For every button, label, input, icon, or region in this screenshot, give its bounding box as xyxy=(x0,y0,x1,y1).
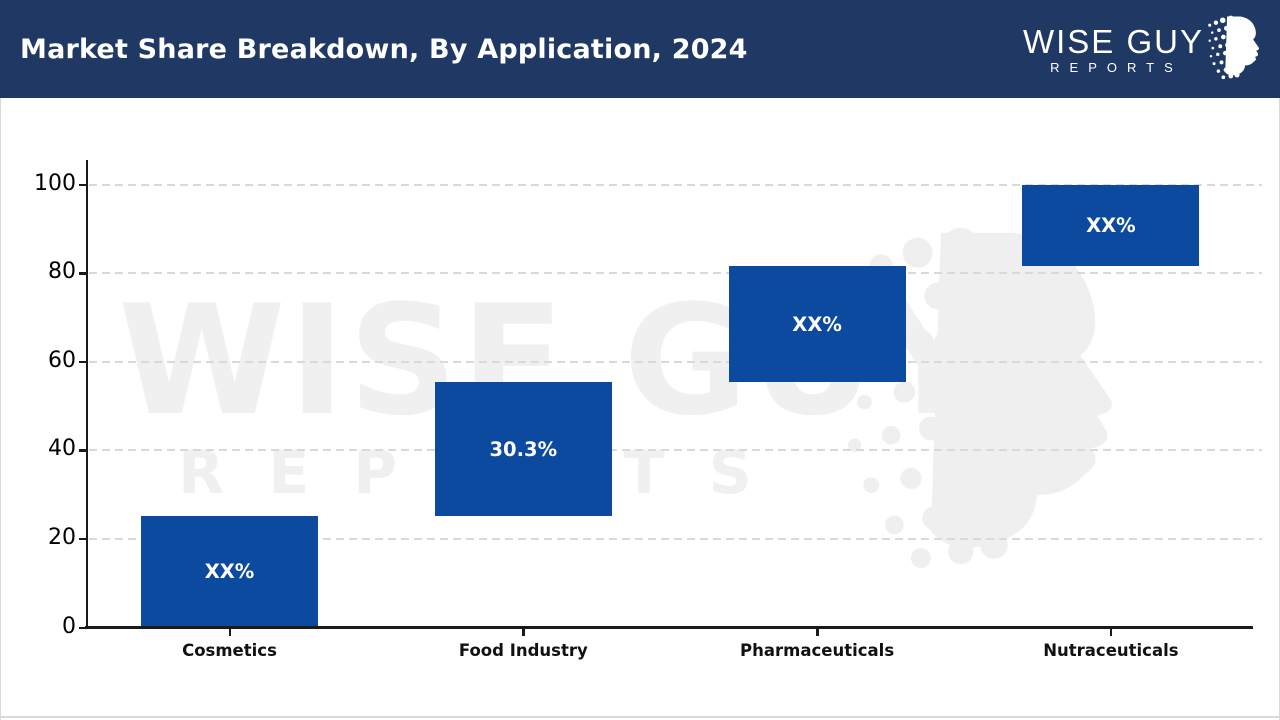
gridline-80 xyxy=(89,272,1262,275)
y-axis-tick-20 xyxy=(79,537,87,541)
gridline-20 xyxy=(89,537,1262,540)
y-axis-tick-label-40: 40 xyxy=(48,436,76,462)
x-axis-tick-label-pharmaceuticals: Pharmaceuticals xyxy=(740,640,895,660)
x-axis-tick-pharmaceuticals xyxy=(816,628,819,636)
bar-value-label-food-industry: 30.3% xyxy=(489,437,558,461)
bar-cosmetics: XX% xyxy=(141,516,318,628)
logo-face-icon xyxy=(1208,15,1260,80)
page-title: Market Share Breakdown, By Application, … xyxy=(20,33,748,65)
gridline-40 xyxy=(89,449,1262,452)
y-axis-tick-label-80: 80 xyxy=(48,259,76,285)
plot-area: 0 20 40 60 80 100 XX% Cosmetics 30.3% Food Indust… xyxy=(0,98,1280,716)
y-axis-tick-label-0: 0 xyxy=(62,613,76,639)
bar-value-label-nutraceuticals: XX% xyxy=(1086,213,1136,237)
x-axis-tick-cosmetics xyxy=(228,628,231,636)
frame-border-left xyxy=(0,98,1,720)
gridline-100 xyxy=(89,183,1262,186)
logo-wordmark-line1: WISE GUY xyxy=(1022,23,1204,60)
y-axis-tick-0 xyxy=(79,626,87,629)
gridline-60 xyxy=(89,360,1262,363)
x-axis-tick-label-food-industry: Food Industry xyxy=(458,640,588,660)
x-axis-tick-nutraceuticals xyxy=(1109,628,1113,636)
bar-value-label-cosmetics: XX% xyxy=(204,560,255,584)
header: Market Share Breakdown, By Application, … xyxy=(0,0,1280,98)
y-axis-tick-60 xyxy=(79,360,87,364)
x-axis-tick-label-cosmetics: Cosmetics xyxy=(182,640,277,660)
y-axis-tick-80 xyxy=(79,272,87,275)
logo-wordmark: WISE GUY REPORTS xyxy=(1022,23,1204,76)
frame-border-bottom xyxy=(0,716,1280,718)
bar-food-industry: 30.3% xyxy=(434,382,612,517)
y-axis-tick-label-20: 20 xyxy=(48,524,76,550)
bar-nutraceuticals: XX% xyxy=(1022,184,1200,266)
bar-value-label-pharmaceuticals: XX% xyxy=(792,312,842,336)
brand-logo: WISE GUY REPORTS xyxy=(1023,8,1268,92)
y-axis-tick-40 xyxy=(79,449,87,452)
x-axis-line xyxy=(85,626,1253,629)
y-axis-tick-100 xyxy=(79,183,87,186)
y-axis-line xyxy=(86,160,88,629)
bar-pharmaceuticals: XX% xyxy=(728,266,906,383)
x-axis-tick-food-industry xyxy=(522,628,525,636)
x-axis-tick-label-nutraceuticals: Nutraceuticals xyxy=(1043,640,1179,660)
logo-wordmark-line2: REPORTS xyxy=(1050,60,1183,75)
y-axis-tick-label-60: 60 xyxy=(48,347,76,373)
y-axis-tick-label-100: 100 xyxy=(34,170,76,196)
